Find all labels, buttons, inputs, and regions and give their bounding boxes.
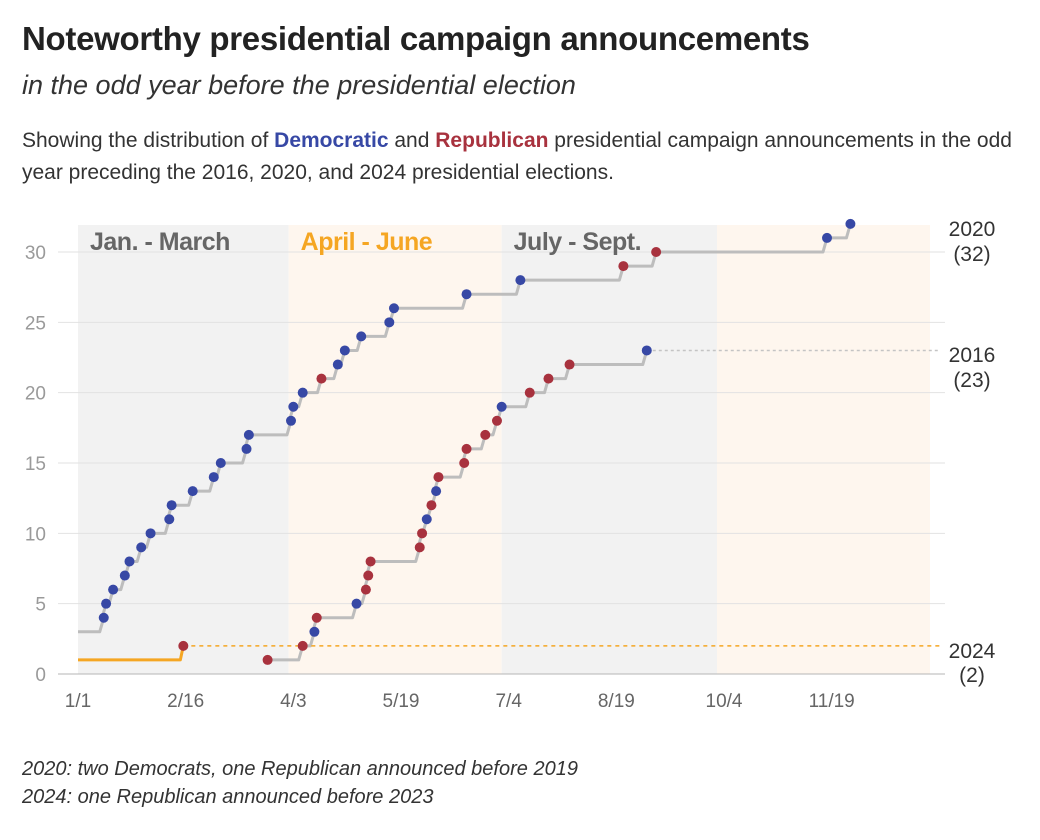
description-part3: presidential campaign announcements in t…	[22, 129, 1012, 184]
y-tick-label: 20	[25, 384, 46, 405]
announcement-dot-2020	[136, 542, 147, 553]
x-tick-label: 10/4	[706, 691, 743, 712]
y-tick-label: 30	[25, 243, 46, 264]
announcement-dot-2020	[215, 458, 226, 468]
announcement-dot-2016	[459, 458, 470, 468]
end-label-2020: 2020	[949, 218, 996, 241]
announcement-dot-2020	[101, 598, 112, 609]
announcement-dot-2016	[417, 528, 428, 539]
republican-label: Republican	[435, 129, 549, 152]
footnote-2020: 2020: two Democrats, one Republican anno…	[22, 758, 578, 780]
announcement-dot-2020	[286, 415, 296, 426]
x-tick-label: 7/4	[495, 691, 522, 712]
announcement-dot-2024	[178, 640, 189, 651]
announcement-dot-2016	[262, 654, 273, 665]
quarter-band-4	[717, 225, 930, 674]
announcement-dot-2016	[297, 640, 308, 651]
y-tick-label: 15	[25, 454, 46, 475]
y-tick-label: 10	[25, 524, 46, 545]
end-label-2024: 2024	[949, 640, 996, 663]
announcement-dot-2020	[243, 429, 254, 440]
quarter-band-3	[501, 225, 717, 674]
announcement-dot-2020	[461, 289, 472, 300]
announcement-dot-2016	[363, 570, 374, 581]
announcement-dot-2020	[845, 218, 856, 229]
y-tick-label: 5	[35, 595, 46, 616]
announcement-dot-2020	[618, 261, 629, 272]
quarter-label-1: Jan. - March	[90, 228, 230, 256]
announcement-dot-2020	[822, 232, 833, 243]
description-part2: and	[388, 129, 436, 152]
announcement-dot-2016	[480, 429, 491, 440]
quarter-label-3: July - Sept.	[514, 228, 641, 256]
announcement-dot-2020	[297, 387, 308, 398]
announcement-dot-2020	[164, 514, 175, 525]
x-tick-label: 2/16	[167, 691, 204, 712]
announcement-dot-2020	[651, 247, 662, 257]
announcement-dot-2016	[360, 584, 371, 595]
description-part1: Showing the distribution of	[22, 129, 275, 152]
announcement-dot-2016	[414, 542, 425, 553]
announcement-dot-2020	[316, 373, 327, 384]
announcement-dot-2020	[98, 612, 109, 623]
announcement-dot-2020	[124, 556, 135, 567]
announcement-dot-2020	[187, 486, 198, 497]
announcement-dot-2020	[388, 303, 399, 314]
announcement-dot-2016	[433, 472, 444, 483]
announcement-dot-2020	[339, 345, 350, 356]
announcement-dot-2016	[311, 612, 322, 623]
quarter-band-1	[78, 225, 289, 674]
footnote-2024: 2024: one Republican announced before 20…	[22, 786, 434, 808]
end-count-2024: (2)	[959, 664, 985, 687]
x-tick-label: 11/19	[809, 691, 855, 712]
y-tick-label: 25	[25, 313, 46, 334]
announcement-dot-2016	[431, 486, 442, 497]
announcement-dot-2020	[145, 528, 156, 539]
announcement-dot-2016	[309, 626, 320, 637]
x-tick-label: 1/1	[65, 691, 91, 712]
quarter-label-2: April - June	[301, 228, 433, 256]
announcement-dot-2016	[524, 387, 535, 398]
announcement-dot-2020	[288, 401, 299, 412]
announcement-dot-2020	[356, 331, 367, 342]
announcement-dot-2020	[515, 275, 526, 286]
end-count-2016: (23)	[953, 369, 990, 392]
step-chart: 0 5 10 15 20 25 30 1/1 2/16 4/3 5/19 7/4 8/19 10/4 11/…	[25, 218, 996, 712]
announcement-dot-2016	[365, 556, 376, 567]
y-tick-label: 0	[35, 665, 46, 686]
announcement-dot-2016	[496, 401, 507, 412]
chart-subtitle: in the odd year before the presidential …	[22, 70, 576, 100]
announcement-dot-2020	[119, 570, 130, 581]
announcement-dot-2016	[351, 598, 362, 609]
announcement-dot-2020	[384, 317, 395, 328]
chart-description: Showing the distribution of Democratic a…	[22, 125, 1022, 189]
footnotes: 2020: two Democrats, one Republican anno…	[22, 755, 578, 811]
announcement-dot-2016	[421, 514, 432, 525]
x-tick-label: 5/19	[383, 691, 420, 712]
announcement-dot-2020	[108, 584, 119, 595]
announcement-dot-2016	[426, 500, 437, 511]
x-tick-label: 4/3	[280, 691, 306, 712]
announcement-dot-2016	[641, 345, 652, 356]
democratic-label: Democratic	[274, 129, 389, 152]
announcement-dot-2020	[332, 359, 343, 370]
end-count-2020: (32)	[953, 243, 990, 266]
announcement-dot-2020	[166, 500, 177, 511]
announcement-dot-2020	[241, 443, 252, 454]
x-tick-label: 8/19	[598, 691, 635, 712]
announcement-dot-2016	[491, 415, 502, 426]
announcement-dot-2020	[208, 472, 219, 483]
announcement-dot-2016	[461, 443, 472, 454]
announcement-dot-2016	[564, 359, 575, 370]
end-label-2016: 2016	[949, 344, 996, 367]
chart-title: Noteworthy presidential campaign announc…	[22, 20, 810, 57]
announcement-dot-2016	[543, 373, 554, 384]
